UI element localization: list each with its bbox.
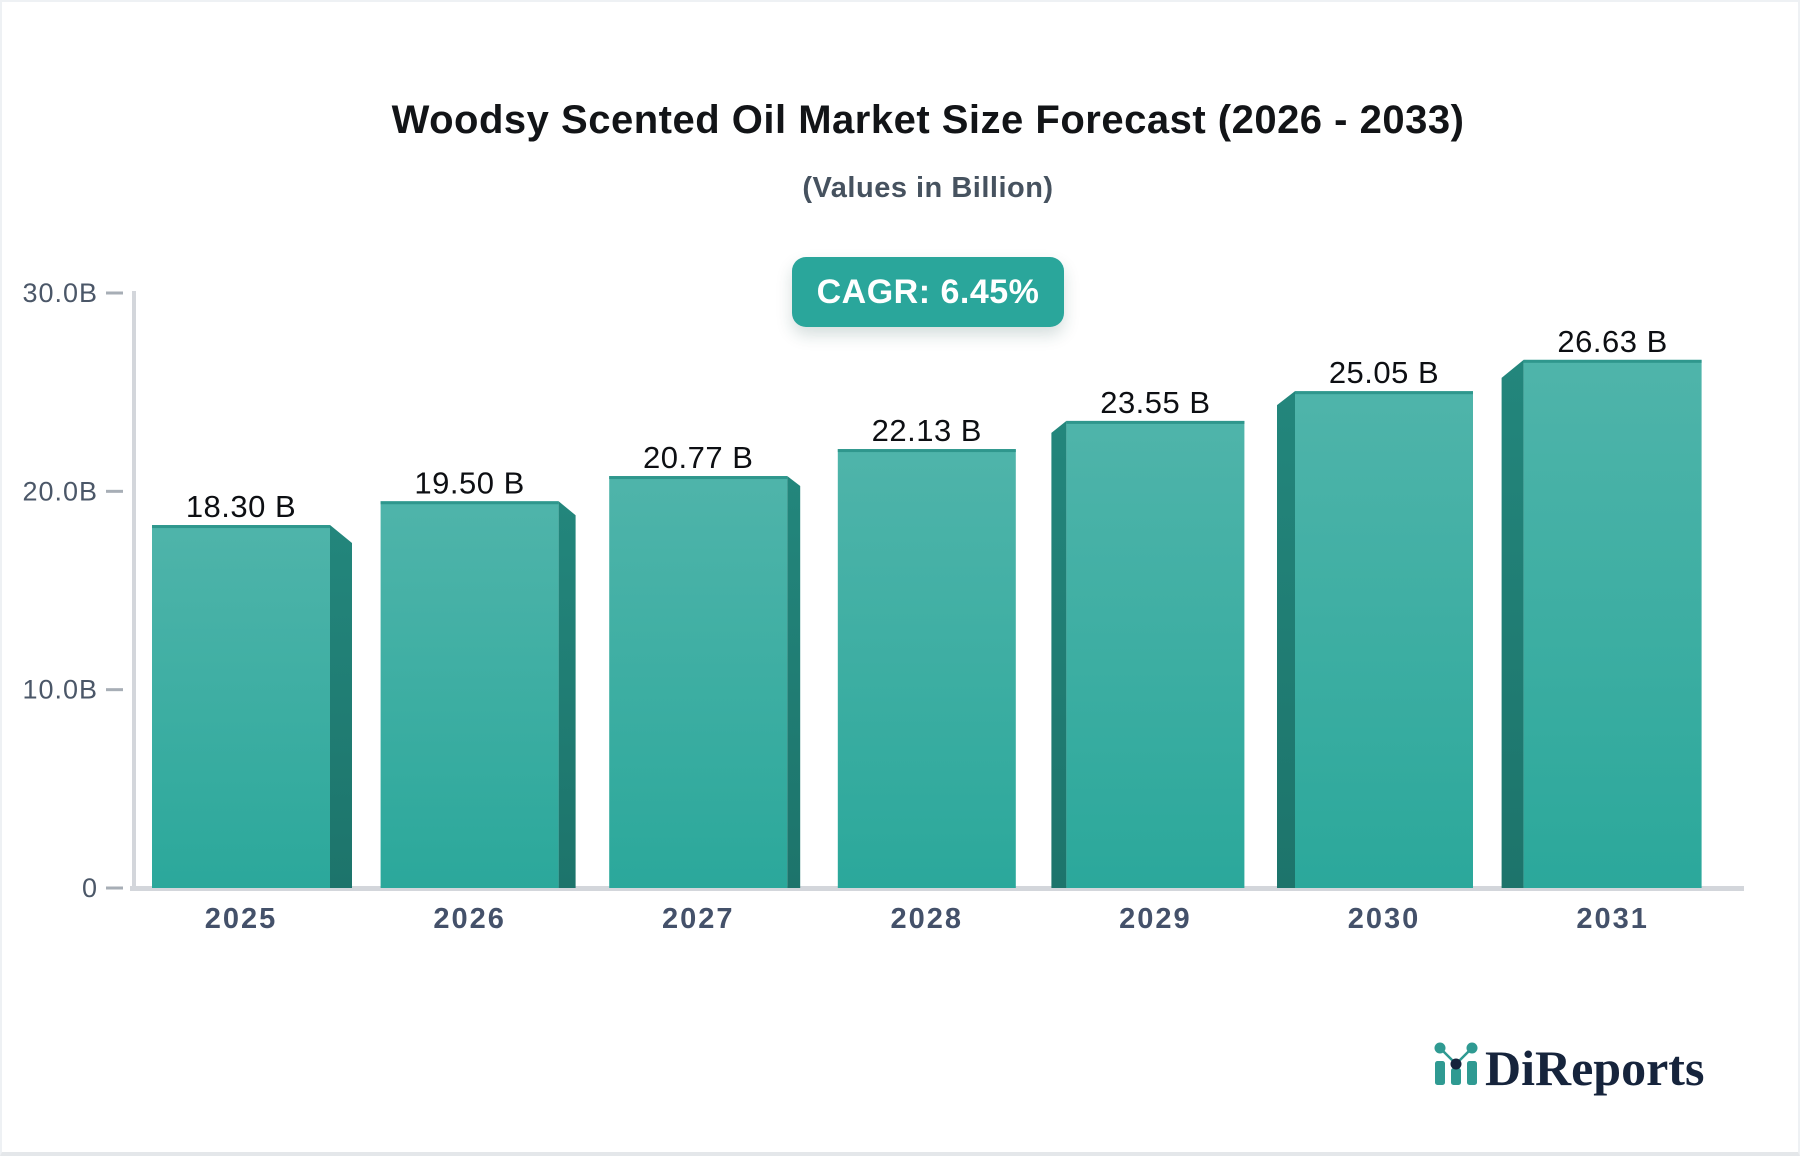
y-tick-mark-0 (106, 886, 123, 890)
bar-top-edge-2025 (152, 525, 330, 529)
bar-top-edge-2030 (1295, 391, 1473, 395)
bar-side-2026 (558, 501, 576, 888)
y-axis-line (132, 291, 136, 891)
bar-side-2029 (1051, 420, 1067, 888)
bar-2030 (1295, 391, 1473, 888)
bar-top-edge-2026 (380, 501, 559, 505)
value-label-2031: 26.63 B (1557, 324, 1667, 359)
bar-side-2025 (330, 525, 352, 888)
y-tick-label-10.0B: 10.0B (22, 675, 98, 705)
logo-bar-2 (1451, 1068, 1461, 1085)
y-tick-mark-10.0B (106, 688, 123, 692)
bar-side-2031 (1501, 359, 1524, 888)
bar-side-2027 (787, 476, 801, 888)
logo-dot-middle (1450, 1058, 1462, 1070)
bar-side-2030 (1277, 391, 1295, 888)
x-tick-label-2028: 2028 (891, 903, 964, 935)
bar-top-edge-2031 (1523, 359, 1702, 363)
y-tick-label-0: 0 (82, 873, 98, 903)
x-tick-label-2031: 2031 (1576, 903, 1649, 935)
logo-dot-left (1434, 1042, 1446, 1054)
chart-title: Woodsy Scented Oil Market Size Forecast … (391, 98, 1465, 142)
x-tick-label-2026: 2026 (433, 903, 506, 935)
bar-top-edge-2029 (1066, 420, 1245, 424)
y-tick-label-30.0B: 30.0B (22, 278, 98, 308)
x-tick-label-2025: 2025 (205, 903, 278, 935)
value-label-2026: 19.50 B (414, 465, 524, 500)
cagr-badge: CAGR: 6.45% (792, 257, 1064, 327)
x-tick-label-2029: 2029 (1119, 903, 1192, 935)
x-tick-label-2030: 2030 (1348, 903, 1421, 935)
logo-bar-1 (1435, 1061, 1445, 1085)
chart-subtitle: (Values in Billion) (802, 172, 1054, 204)
bar-2029 (1066, 420, 1245, 888)
logo-dot-right (1466, 1042, 1478, 1054)
bar-2025 (152, 525, 330, 888)
value-label-2030: 25.05 B (1329, 355, 1439, 390)
logo-bar-chart-icon (1434, 1042, 1478, 1085)
value-label-2029: 23.55 B (1100, 385, 1210, 420)
y-tick-mark-30.0B (106, 291, 123, 295)
bar-top-edge-2028 (837, 449, 1016, 453)
bar-2028 (837, 449, 1016, 888)
y-tick-label-20.0B: 20.0B (22, 476, 98, 506)
y-tick-mark-20.0B (106, 489, 123, 493)
x-tick-label-2027: 2027 (662, 903, 735, 935)
bar-2027 (609, 476, 788, 888)
value-label-2025: 18.30 B (186, 489, 296, 524)
logo-wordmark: DiReports (1485, 1040, 1704, 1096)
value-label-2028: 22.13 B (872, 413, 982, 448)
bar-top-edge-2027 (609, 476, 788, 480)
bar-2031 (1523, 359, 1702, 888)
bar-2026 (380, 501, 559, 888)
x-axis-line (130, 886, 1744, 891)
direports-logo: DiReports (1434, 1040, 1704, 1096)
logo-bar-3 (1467, 1061, 1477, 1085)
value-label-2027: 20.77 B (643, 440, 753, 475)
